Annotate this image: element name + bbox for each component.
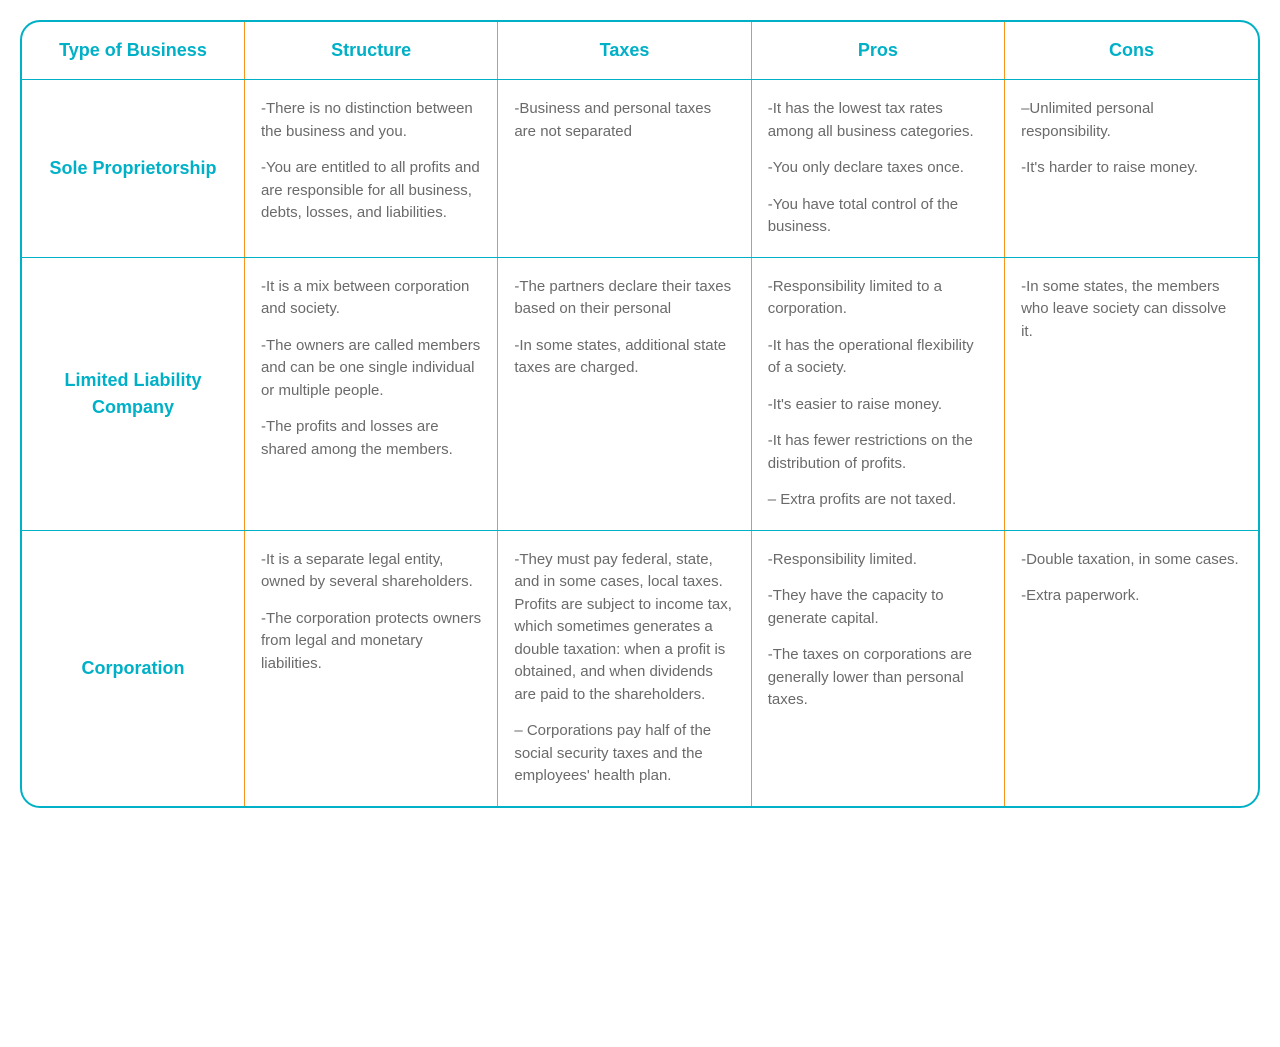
cell-taxes: -Business and personal taxes are not sep… [498, 80, 751, 258]
row-label-corporation: Corporation [22, 530, 244, 806]
row-label-llc: Limited Liability Company [22, 257, 244, 530]
col-header-cons: Cons [1005, 22, 1258, 80]
list-item: –Unlimited personal responsibility. [1021, 98, 1242, 143]
business-types-table: Type of Business Structure Taxes Pros Co… [20, 20, 1260, 808]
table-row: Limited Liability Company -It is a mix b… [22, 257, 1258, 530]
cell-cons: –Unlimited personal responsibility. -It'… [1005, 80, 1258, 258]
list-item: -Business and personal taxes are not sep… [514, 98, 734, 143]
list-item: -The taxes on corporations are generally… [768, 644, 988, 712]
list-item: -They have the capacity to generate capi… [768, 585, 988, 630]
list-item: -You only declare taxes once. [768, 157, 988, 180]
cell-pros: -Responsibility limited to a corporation… [751, 257, 1004, 530]
col-header-type: Type of Business [22, 22, 244, 80]
list-item: -It is a mix between corporation and soc… [261, 276, 481, 321]
col-header-taxes: Taxes [498, 22, 751, 80]
list-item: -The owners are called members and can b… [261, 335, 481, 403]
cell-pros: -It has the lowest tax rates among all b… [751, 80, 1004, 258]
list-item: -The corporation protects owners from le… [261, 608, 481, 676]
list-item: -There is no distinction between the bus… [261, 98, 481, 143]
col-header-pros: Pros [751, 22, 1004, 80]
list-item: -In some states, additional state taxes … [514, 335, 734, 380]
list-item: – Extra profits are not taxed. [768, 489, 988, 512]
list-item: -Extra paperwork. [1021, 585, 1242, 608]
list-item: -You have total control of the business. [768, 194, 988, 239]
list-item: -It's easier to raise money. [768, 394, 988, 417]
list-item: -The profits and losses are shared among… [261, 416, 481, 461]
list-item: -They must pay federal, state, and in so… [514, 549, 734, 707]
list-item: -It's harder to raise money. [1021, 157, 1242, 180]
table-row: Corporation -It is a separate legal enti… [22, 530, 1258, 806]
table-body: Sole Proprietorship -There is no distinc… [22, 80, 1258, 806]
list-item: -Double taxation, in some cases. [1021, 549, 1242, 572]
list-item: -It has fewer restrictions on the distri… [768, 430, 988, 475]
list-item: -You are entitled to all profits and are… [261, 157, 481, 225]
cell-taxes: -The partners declare their taxes based … [498, 257, 751, 530]
col-header-structure: Structure [244, 22, 497, 80]
list-item: – Corporations pay half of the social se… [514, 720, 734, 788]
cell-taxes: -They must pay federal, state, and in so… [498, 530, 751, 806]
list-item: -It is a separate legal entity, owned by… [261, 549, 481, 594]
cell-structure: -It is a mix between corporation and soc… [244, 257, 497, 530]
cell-structure: -It is a separate legal entity, owned by… [244, 530, 497, 806]
table-header-row: Type of Business Structure Taxes Pros Co… [22, 22, 1258, 80]
cell-structure: -There is no distinction between the bus… [244, 80, 497, 258]
list-item: -In some states, the members who leave s… [1021, 276, 1242, 344]
list-item: -Responsibility limited. [768, 549, 988, 572]
cell-cons: -In some states, the members who leave s… [1005, 257, 1258, 530]
list-item: -The partners declare their taxes based … [514, 276, 734, 321]
cell-pros: -Responsibility limited. -They have the … [751, 530, 1004, 806]
comparison-table: Type of Business Structure Taxes Pros Co… [22, 22, 1258, 806]
list-item: -It has the operational flexibility of a… [768, 335, 988, 380]
list-item: -It has the lowest tax rates among all b… [768, 98, 988, 143]
table-row: Sole Proprietorship -There is no distinc… [22, 80, 1258, 258]
list-item: -Responsibility limited to a corporation… [768, 276, 988, 321]
row-label-sole-proprietorship: Sole Proprietorship [22, 80, 244, 258]
cell-cons: -Double taxation, in some cases. -Extra … [1005, 530, 1258, 806]
